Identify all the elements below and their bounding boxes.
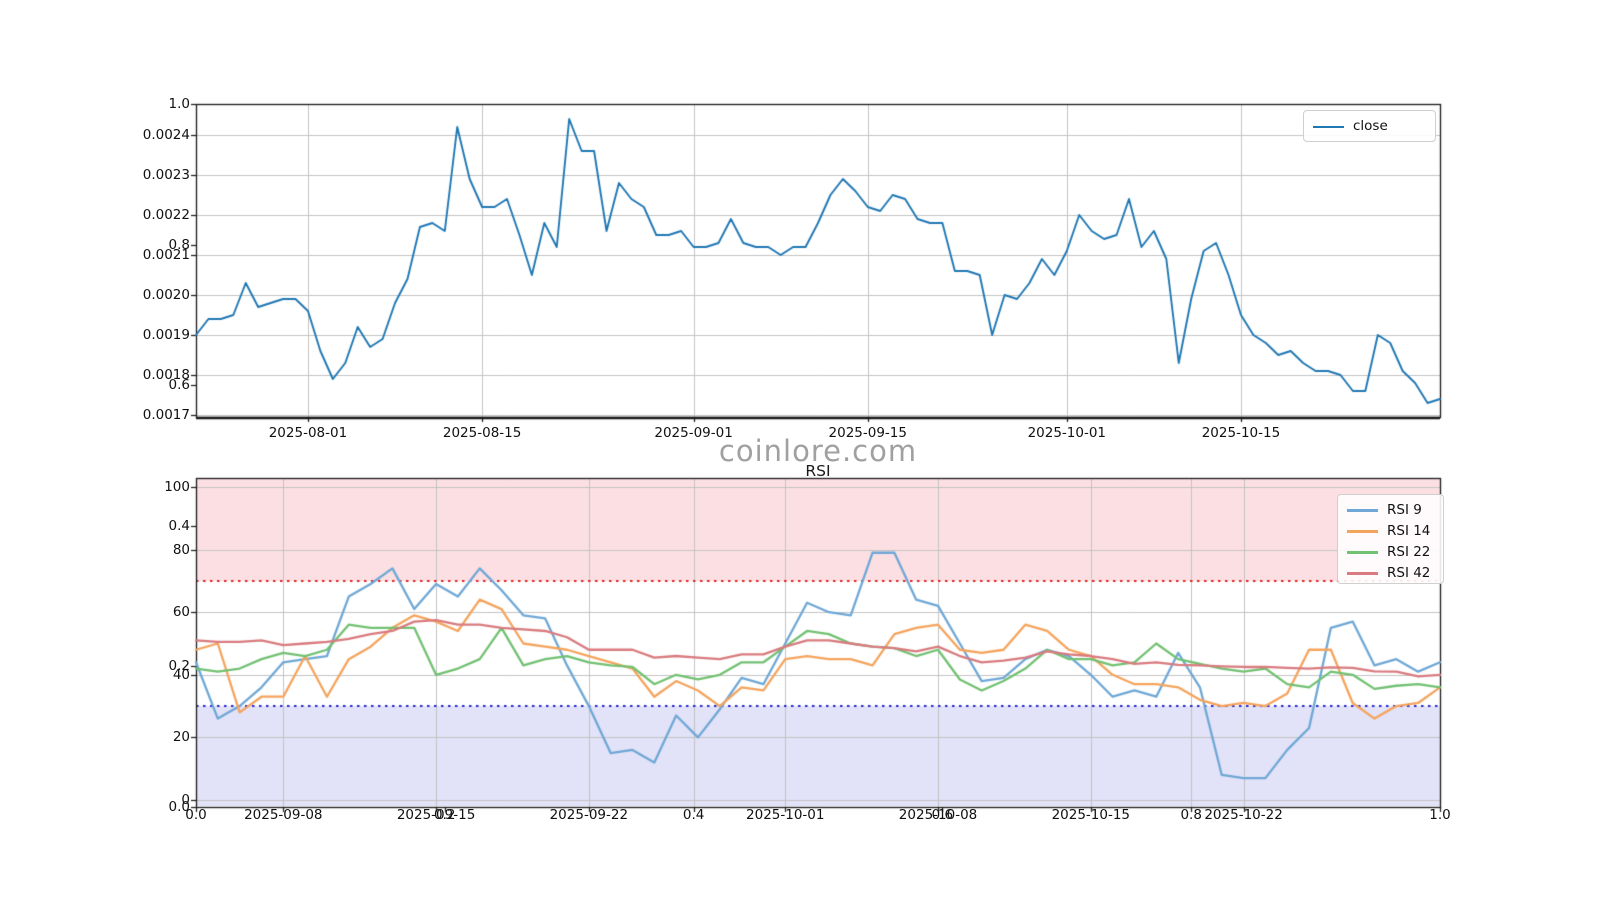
overlay-x-tick-label: 1.0 bbox=[1429, 807, 1451, 823]
legend-line-swatch bbox=[1347, 509, 1378, 512]
overlay-y-tick-label: 1.0 bbox=[168, 96, 190, 112]
rsi-chart-title: RSI bbox=[805, 462, 831, 480]
legend-line-swatch bbox=[1313, 125, 1344, 128]
overlay-x-tick-label: 0.4 bbox=[682, 807, 705, 823]
rsi-x-tick-label: 2025-09-08 bbox=[244, 807, 323, 823]
rsi-y-tick-label: 100 bbox=[164, 479, 190, 495]
price-x-tick-label: 2025-08-01 bbox=[268, 425, 348, 441]
price-legend: close bbox=[1303, 110, 1436, 142]
legend-line-swatch bbox=[1347, 551, 1378, 554]
overlay-y-tick-label: 0.4 bbox=[168, 517, 190, 534]
rsi-y-tick-label: 20 bbox=[172, 729, 190, 746]
price-x-tick-label: 2025-08-15 bbox=[442, 425, 522, 441]
overlay-y-tick-label: 0.6 bbox=[168, 377, 190, 394]
rsi-x-tick-label: 2025-10-22 bbox=[1204, 807, 1283, 823]
price-y-tick-label: 0.0019 bbox=[142, 327, 190, 343]
legend-label: RSI 14 bbox=[1387, 523, 1431, 539]
overlay-x-tick-label: 0.2 bbox=[434, 807, 456, 823]
price-y-tick-label: 0.0020 bbox=[142, 287, 190, 303]
price-y-tick-label: 0.0017 bbox=[142, 407, 190, 423]
legend-entry: close bbox=[1313, 116, 1425, 137]
price-x-tick-label: 2025-09-01 bbox=[654, 425, 733, 441]
rsi-x-tick-label: 2025-09-15 bbox=[396, 807, 476, 823]
rsi-x-tick-label: 2025-09-22 bbox=[549, 807, 629, 823]
legend-label: close bbox=[1353, 118, 1388, 134]
legend-line-swatch bbox=[1347, 530, 1378, 533]
price-x-tick-label: 2025-09-15 bbox=[828, 425, 907, 441]
watermark: coinlore.com bbox=[718, 434, 918, 468]
overlay-y-tick-label: 0.8 bbox=[168, 236, 190, 253]
legend-entry: RSI 14 bbox=[1347, 521, 1433, 542]
price-x-tick-label: 2025-10-15 bbox=[1201, 425, 1281, 441]
rsi-y-tick-label: 0 bbox=[181, 792, 190, 808]
legend-line-swatch bbox=[1347, 572, 1378, 575]
legend-entry: RSI 42 bbox=[1347, 563, 1433, 584]
price-y-tick-label: 0.0021 bbox=[142, 247, 190, 263]
rsi-x-tick-label: 2025-10-01 bbox=[746, 807, 825, 823]
overlay-y-tick-label: 0.0 bbox=[168, 799, 190, 815]
rsi-y-tick-label: 40 bbox=[172, 666, 190, 683]
legend-entry: RSI 22 bbox=[1347, 542, 1433, 563]
rsi-y-tick-label: 60 bbox=[172, 604, 190, 621]
rsi-y-tick-label: 80 bbox=[172, 541, 190, 558]
price-y-tick-label: 0.0018 bbox=[142, 367, 190, 383]
price-y-tick-label: 0.0024 bbox=[142, 127, 190, 143]
price-y-tick-label: 0.0022 bbox=[142, 207, 190, 223]
rsi-x-tick-label: 2025-10-15 bbox=[1051, 807, 1131, 823]
overlay-x-tick-label: 0.6 bbox=[931, 807, 954, 823]
rsi-legend: RSI 9 RSI 14 RSI 22 RSI 42 bbox=[1337, 494, 1444, 584]
overlay-x-tick-label: 0.8 bbox=[1180, 807, 1202, 823]
overlay-y-tick-label: 0.2 bbox=[168, 658, 190, 675]
legend-label: RSI 42 bbox=[1387, 565, 1431, 581]
overlay-x-tick-label: 0.0 bbox=[185, 807, 207, 823]
legend-label: RSI 22 bbox=[1387, 544, 1431, 560]
legend-entry: RSI 9 bbox=[1347, 500, 1433, 521]
legend-label: RSI 9 bbox=[1387, 502, 1422, 518]
price-x-tick-label: 2025-10-01 bbox=[1027, 425, 1107, 441]
rsi-x-tick-label: 2025-10-08 bbox=[898, 807, 978, 823]
price-y-tick-label: 0.0023 bbox=[142, 167, 190, 183]
